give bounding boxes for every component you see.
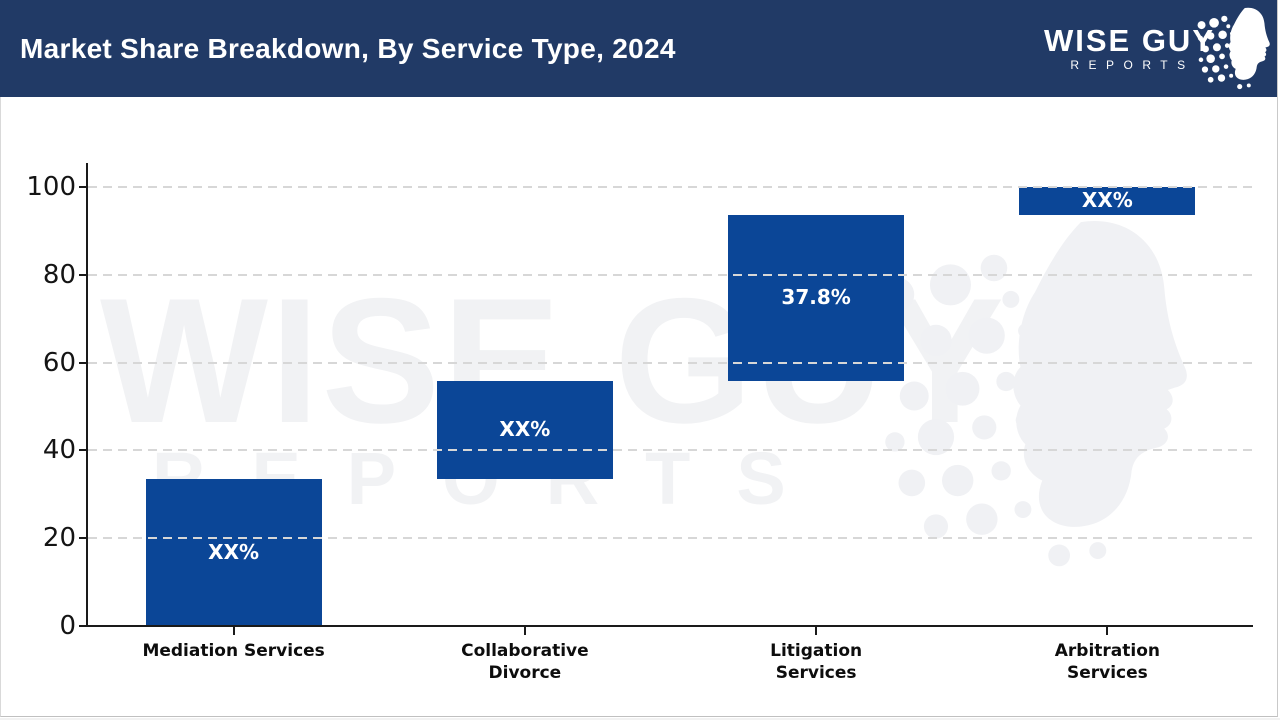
brand-subtitle: REPORTS xyxy=(1070,57,1195,72)
x-axis-tick xyxy=(1106,627,1109,635)
bottom-edge xyxy=(0,718,1280,720)
y-axis-tick xyxy=(79,537,87,540)
brand-logo: WISE GUY REPORTS xyxy=(1044,6,1271,92)
x-axis-tick xyxy=(523,627,526,635)
bar-value-label: XX% xyxy=(1081,188,1133,213)
page-title: Market Share Breakdown, By Service Type,… xyxy=(20,32,676,64)
bar-segment: XX% xyxy=(1019,187,1196,216)
header-bar: Market Share Breakdown, By Service Type,… xyxy=(0,0,1277,97)
category-label: Arbitration Services xyxy=(1054,641,1160,684)
y-tick-label: 100 xyxy=(26,172,76,203)
bar-segment: 37.8% xyxy=(728,215,905,382)
brand-face-icon xyxy=(1197,6,1271,92)
gridline xyxy=(88,186,1253,189)
y-tick-label: 20 xyxy=(42,523,76,554)
gridline xyxy=(88,273,1253,276)
y-axis-line xyxy=(86,163,88,626)
brand-name: WISE GUY xyxy=(1043,23,1215,59)
brand-logo-text: WISE GUY REPORTS xyxy=(1044,25,1215,71)
y-axis-tick xyxy=(79,273,87,276)
bar-segment: XX% xyxy=(145,479,322,626)
y-axis-tick xyxy=(79,449,87,452)
y-tick-label: 80 xyxy=(42,259,76,290)
category-label: Collaborative Divorce xyxy=(461,641,589,684)
gridline xyxy=(88,449,1253,452)
x-axis-tick xyxy=(232,627,235,635)
x-axis-tick xyxy=(815,627,818,635)
y-axis-tick xyxy=(79,361,87,364)
y-axis-tick xyxy=(79,625,87,627)
bar-value-label: XX% xyxy=(499,417,551,442)
y-tick-label: 0 xyxy=(59,611,76,641)
y-tick-label: 60 xyxy=(42,347,76,378)
bar-segment: XX% xyxy=(436,381,613,480)
gridline xyxy=(88,361,1253,364)
y-axis-tick xyxy=(79,186,87,189)
category-label: Mediation Services xyxy=(142,641,325,661)
gridline xyxy=(88,537,1253,540)
category-label: Litigation Services xyxy=(770,641,863,684)
x-axis-line xyxy=(86,625,1253,627)
bar-value-label: 37.8% xyxy=(781,285,851,310)
y-tick-label: 40 xyxy=(42,435,76,466)
bar-value-label: XX% xyxy=(208,539,260,564)
